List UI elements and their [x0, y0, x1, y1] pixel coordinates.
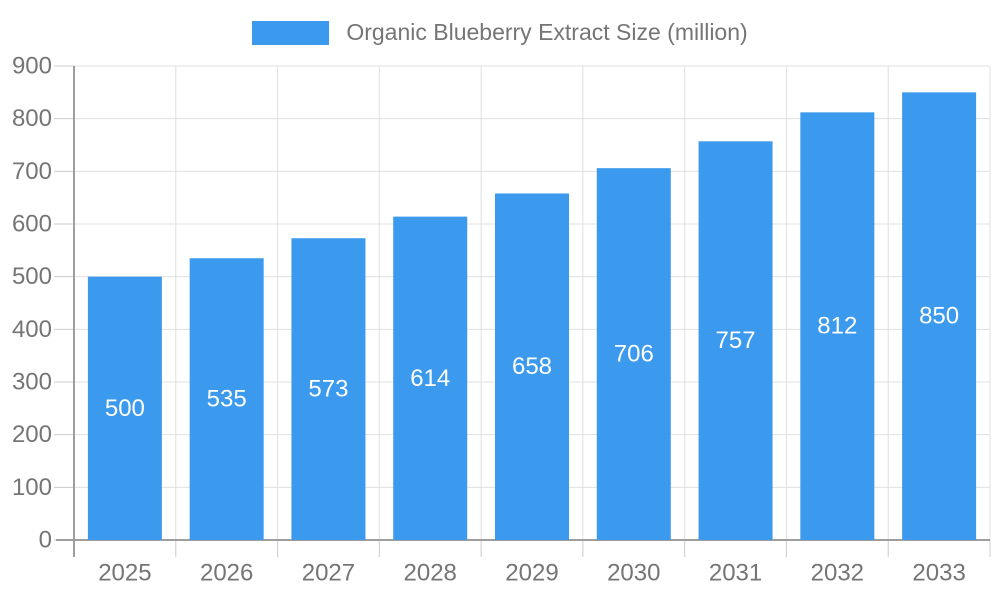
bar[interactable]: [87, 276, 162, 540]
bar[interactable]: [189, 258, 264, 540]
bar-value-label: 850: [919, 303, 959, 330]
bar-value-label: 500: [105, 395, 145, 422]
x-axis-tick-label: 2025: [98, 560, 151, 587]
bar[interactable]: [495, 193, 569, 540]
legend-label: Organic Blueberry Extract Size (million): [346, 19, 748, 45]
x-axis-tick-label: 2030: [607, 560, 660, 587]
y-axis-tick-label: 0: [39, 527, 52, 554]
bar[interactable]: [902, 92, 977, 540]
y-axis-tick-label: 700: [12, 158, 52, 185]
bar-value-label: 535: [207, 386, 247, 413]
x-axis-tick-label: 2028: [404, 560, 457, 587]
bar[interactable]: [698, 141, 773, 540]
bar-value-label: 706: [614, 341, 654, 368]
y-axis-tick-label: 500: [12, 263, 52, 290]
y-axis-tick-label: 100: [12, 474, 52, 501]
x-axis-tick-label: 2026: [200, 560, 253, 587]
bar-value-label: 614: [410, 365, 450, 392]
x-axis-tick-label: 2027: [302, 560, 355, 587]
bar-value-label: 812: [817, 313, 857, 340]
bar[interactable]: [291, 238, 366, 540]
y-axis-tick-label: 800: [12, 105, 52, 132]
x-axis-tick-label: 2029: [505, 560, 558, 587]
legend[interactable]: Organic Blueberry Extract Size (million): [0, 19, 1000, 46]
y-axis-tick-label: 200: [12, 421, 52, 448]
y-axis-tick-label: 400: [12, 316, 52, 343]
bar[interactable]: [596, 168, 671, 540]
bar-value-label: 757: [716, 327, 756, 354]
x-axis-tick-label: 2031: [709, 560, 762, 587]
bar[interactable]: [393, 216, 468, 541]
bar[interactable]: [800, 112, 875, 540]
y-axis-tick-label: 300: [12, 369, 52, 396]
x-axis-tick-label: 2033: [912, 560, 965, 587]
x-axis-tick-label: 2032: [811, 560, 864, 587]
bar-value-label: 573: [308, 376, 348, 403]
y-axis-tick-label: 900: [12, 53, 52, 80]
legend-swatch-icon: [252, 20, 330, 45]
bar-value-label: 658: [512, 353, 552, 380]
y-axis-tick-label: 600: [12, 211, 52, 238]
